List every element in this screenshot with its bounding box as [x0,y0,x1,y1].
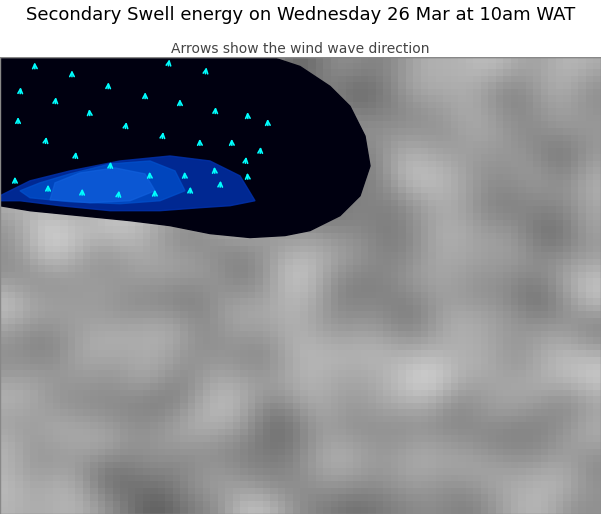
Polygon shape [50,168,155,203]
Text: Arrows show the wind wave direction: Arrows show the wind wave direction [171,42,430,57]
Polygon shape [0,156,255,211]
Text: Secondary Swell energy on Wednesday 26 Mar at 10am WAT: Secondary Swell energy on Wednesday 26 M… [26,6,575,25]
Polygon shape [20,161,185,204]
Polygon shape [0,57,370,237]
